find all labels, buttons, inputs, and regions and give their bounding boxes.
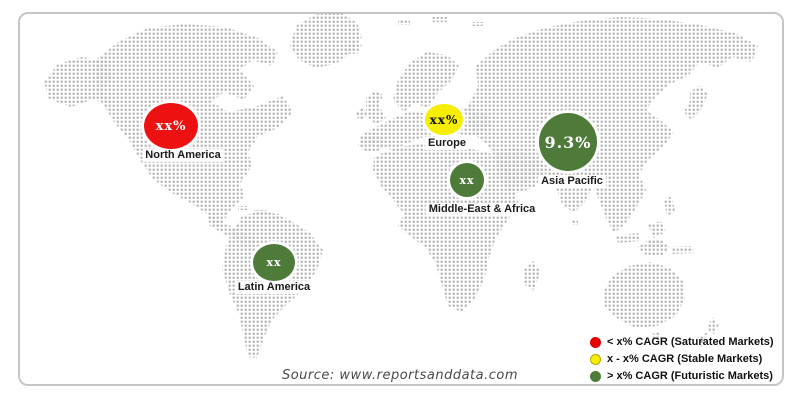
continents [44,13,758,358]
region-label-north-america: North America [142,149,224,162]
island-tasmania [652,332,661,341]
island-japan [684,85,708,120]
bubble-europe: xx% [425,104,463,135]
island-philippines [664,196,675,216]
bubble-north-america: xx% [144,103,198,149]
island-new-zealand [707,317,719,334]
legend-green-dot-icon [590,370,601,382]
continent-australia [603,262,685,328]
island-iceland [344,41,362,54]
islands-indonesia [670,246,694,254]
continent-greenland [290,13,362,68]
region-label-asia-pacific: Asia Pacific [538,175,606,188]
continent-asia [467,17,758,233]
region-label-latin-america: Latin America [234,281,314,294]
islands-caribbean [238,206,247,210]
bubble-asia-pacific: 9.3% [539,113,597,171]
legend-label-stable: x - x% CAGR (Stable Markets) [607,353,763,365]
islands-arctic [398,20,410,25]
island-uk [366,90,386,125]
islands-indonesia [616,233,640,243]
region-label-middle-east-africa: Middle-East & Africa [425,203,539,216]
islands-arctic [472,22,484,26]
island-madagascar [524,261,541,291]
bubble-latin-america: xx [253,244,295,281]
island-new-zealand [698,332,708,347]
continent-scandinavia [393,52,459,112]
legend-red-dot-icon [590,336,601,348]
island-ireland [356,107,367,122]
legend: < x% CAGR (Saturated Markets) x - x% CAG… [590,336,774,387]
continent-africa [373,143,520,312]
island-borneo [648,221,666,238]
islands-arctic [432,17,448,22]
legend-label-futuristic: > x% CAGR (Futuristic Markets) [607,370,773,382]
source-attribution: Source: www.reportsanddata.com [281,368,519,383]
continent-iberia [357,133,387,152]
island-new-guinea [638,240,670,257]
bubble-middle-east-africa: xx [450,163,484,197]
region-label-europe: Europe [425,137,469,150]
legend-item-saturated: < x% CAGR (Saturated Markets) [590,336,774,348]
legend-item-futuristic: > x% CAGR (Futuristic Markets) [590,370,774,382]
island-sri-lanka [572,219,578,225]
legend-item-stable: x - x% CAGR (Stable Markets) [590,353,774,365]
legend-yellow-dot-icon [590,353,601,365]
legend-label-saturated: < x% CAGR (Saturated Markets) [607,336,774,348]
